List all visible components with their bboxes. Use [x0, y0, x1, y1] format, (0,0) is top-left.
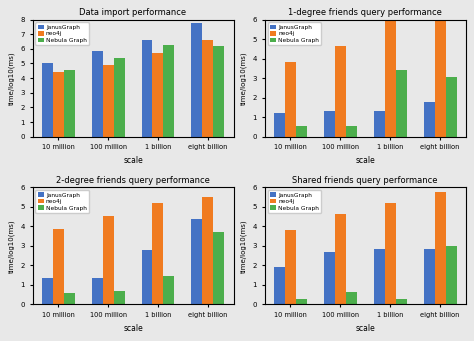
- Bar: [335, 213, 346, 305]
- Bar: [102, 65, 114, 137]
- Bar: [285, 230, 296, 305]
- Bar: [114, 58, 125, 137]
- Y-axis label: time/log10(ms): time/log10(ms): [240, 219, 247, 273]
- Bar: [91, 51, 102, 137]
- Legend: JanusGraph, neo4j, Nebula Graph: JanusGraph, neo4j, Nebula Graph: [268, 190, 321, 213]
- Bar: [324, 252, 335, 305]
- Bar: [53, 72, 64, 137]
- Bar: [64, 293, 74, 305]
- X-axis label: scale: scale: [123, 156, 143, 165]
- Bar: [296, 126, 307, 137]
- Bar: [435, 0, 446, 137]
- Y-axis label: time/log10(ms): time/log10(ms): [9, 219, 15, 273]
- Y-axis label: time/log10(ms): time/log10(ms): [9, 51, 15, 105]
- Bar: [396, 70, 407, 137]
- Bar: [91, 278, 102, 305]
- Bar: [435, 192, 446, 305]
- Legend: JanusGraph, neo4j, Nebula Graph: JanusGraph, neo4j, Nebula Graph: [36, 23, 89, 45]
- Bar: [213, 232, 224, 305]
- Bar: [374, 112, 384, 137]
- Bar: [202, 197, 213, 305]
- Bar: [274, 113, 285, 137]
- Bar: [335, 46, 346, 137]
- Title: 1-degree friends query performance: 1-degree friends query performance: [288, 8, 442, 17]
- Bar: [114, 291, 125, 305]
- Bar: [42, 63, 53, 137]
- Bar: [324, 112, 335, 137]
- Bar: [202, 40, 213, 137]
- Bar: [42, 278, 53, 305]
- Y-axis label: time/log10(ms): time/log10(ms): [240, 51, 247, 105]
- Bar: [396, 299, 407, 305]
- Bar: [191, 220, 202, 305]
- Bar: [346, 126, 356, 137]
- Bar: [153, 203, 164, 305]
- Bar: [191, 23, 202, 137]
- Bar: [446, 77, 456, 137]
- Bar: [346, 292, 356, 305]
- Bar: [142, 250, 153, 305]
- Bar: [374, 249, 384, 305]
- Title: 2-degree friends query performance: 2-degree friends query performance: [56, 176, 210, 185]
- Bar: [296, 299, 307, 305]
- Bar: [164, 45, 174, 137]
- X-axis label: scale: scale: [356, 156, 375, 165]
- Bar: [424, 102, 435, 137]
- Bar: [102, 216, 114, 305]
- Bar: [53, 229, 64, 305]
- Title: Data import performance: Data import performance: [80, 8, 187, 17]
- Bar: [446, 246, 456, 305]
- X-axis label: scale: scale: [356, 324, 375, 333]
- Bar: [213, 46, 224, 137]
- Title: Shared friends query performance: Shared friends query performance: [292, 176, 438, 185]
- Bar: [164, 276, 174, 305]
- Bar: [384, 0, 396, 137]
- Bar: [384, 203, 396, 305]
- Bar: [153, 53, 164, 137]
- Legend: JanusGraph, neo4j, Nebula Graph: JanusGraph, neo4j, Nebula Graph: [268, 23, 321, 45]
- Bar: [285, 62, 296, 137]
- Bar: [424, 249, 435, 305]
- Bar: [64, 70, 74, 137]
- Bar: [274, 267, 285, 305]
- Legend: JanusGraph, neo4j, Nebula Graph: JanusGraph, neo4j, Nebula Graph: [36, 190, 89, 213]
- X-axis label: scale: scale: [123, 324, 143, 333]
- Bar: [142, 40, 153, 137]
